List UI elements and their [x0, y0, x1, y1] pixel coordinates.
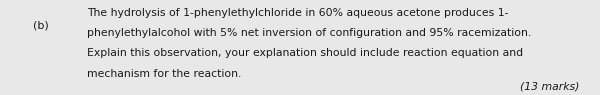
Text: (13 marks): (13 marks)	[520, 81, 579, 91]
Text: (b): (b)	[33, 21, 49, 31]
Text: mechanism for the reaction.: mechanism for the reaction.	[87, 69, 241, 79]
Text: The hydrolysis of 1-phenylethylchloride in 60% aqueous acetone produces 1-: The hydrolysis of 1-phenylethylchloride …	[87, 8, 509, 18]
Text: Explain this observation, your explanation should include reaction equation and: Explain this observation, your explanati…	[87, 48, 523, 58]
Text: phenylethylalcohol with 5% net inversion of configuration and 95% racemization.: phenylethylalcohol with 5% net inversion…	[87, 28, 531, 38]
